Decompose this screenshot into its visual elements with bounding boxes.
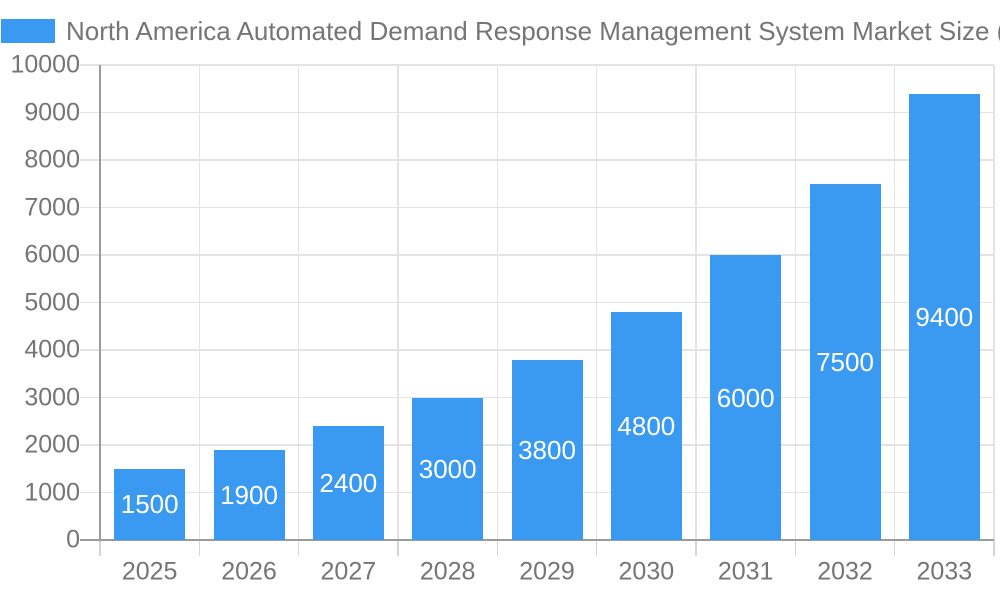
- bar-value-label: 7500: [816, 346, 874, 377]
- gridline-y: [100, 301, 994, 304]
- gridline-x: [297, 65, 300, 540]
- gridline-x: [397, 65, 399, 540]
- gridline-x: [695, 65, 697, 540]
- y-tick: [80, 301, 100, 304]
- y-tick: [80, 539, 100, 541]
- x-tick-label: 2028: [419, 557, 476, 586]
- y-tick-label: 0: [66, 525, 80, 554]
- bar-value-label: 6000: [716, 382, 775, 413]
- y-tick-label: 8000: [24, 145, 80, 174]
- x-tick-label: 2026: [221, 557, 277, 586]
- x-tick: [397, 540, 399, 556]
- bar[interactable]: 6000: [710, 255, 782, 540]
- x-tick: [297, 540, 300, 556]
- bar-value-label: 1900: [220, 479, 278, 510]
- y-tick-label: 4000: [24, 335, 80, 364]
- bar-value-label: 9400: [915, 301, 974, 332]
- gridline-y: [100, 206, 994, 209]
- y-tick: [80, 64, 100, 66]
- y-tick-label: 10000: [10, 50, 80, 79]
- gridline-y: [100, 159, 994, 161]
- bar[interactable]: 9400: [908, 93, 980, 540]
- y-axis-line: [99, 65, 101, 541]
- bar-value-label: 3800: [518, 434, 576, 465]
- x-tick: [794, 540, 797, 556]
- x-tick-label: 2031: [717, 557, 774, 586]
- x-tick-label: 2027: [320, 557, 377, 586]
- x-axis-line: [100, 539, 994, 541]
- gridline-x: [198, 65, 201, 540]
- x-tick-label: 2032: [817, 557, 873, 586]
- gridline-x: [595, 65, 598, 540]
- bar-value-label: 1500: [120, 489, 179, 520]
- y-tick: [80, 206, 100, 209]
- bar[interactable]: 3000: [412, 397, 484, 540]
- y-tick: [80, 159, 100, 161]
- gridline-y: [100, 111, 994, 114]
- x-tick: [595, 540, 598, 556]
- y-tick: [80, 444, 100, 446]
- gridline-x: [993, 65, 995, 540]
- plot-area: 0 1000 2000 3000 4000 5000 6000 7000 8000 9000 100…: [10, 51, 995, 586]
- x-tick: [893, 540, 896, 556]
- y-tick: [80, 396, 100, 399]
- bar-value-label: 4800: [617, 411, 676, 441]
- bar[interactable]: 3800: [511, 359, 583, 540]
- x-tick: [993, 540, 995, 556]
- y-tick-label: 7000: [24, 193, 80, 221]
- y-tick-label: 3000: [24, 383, 80, 411]
- gridline-y: [100, 349, 994, 351]
- y-tick-label: 5000: [24, 288, 80, 316]
- bar-value-label: 3000: [418, 453, 477, 484]
- x-tick-label: 2030: [618, 557, 675, 586]
- y-tick: [80, 111, 100, 114]
- x-tick-label: 2025: [121, 557, 178, 586]
- x-tick-label: 2029: [519, 557, 575, 586]
- x-tick: [695, 540, 697, 556]
- chart-title: North America Automated Demand Response …: [66, 16, 1000, 46]
- y-tick-label: 1000: [24, 478, 80, 506]
- bar[interactable]: 2400: [312, 426, 384, 540]
- x-tick: [198, 540, 201, 556]
- gridline-x: [496, 65, 499, 540]
- gridline-x: [893, 65, 896, 540]
- gridline-x: [794, 65, 797, 540]
- y-tick: [80, 349, 100, 351]
- y-tick: [80, 254, 100, 256]
- bar[interactable]: 7500: [809, 183, 881, 540]
- x-tick: [496, 540, 499, 556]
- gridline-y: [100, 254, 994, 256]
- x-tick: [99, 540, 101, 556]
- gridline-y: [100, 64, 994, 66]
- bar[interactable]: 1500: [114, 468, 186, 540]
- y-tick-label: 6000: [24, 240, 80, 269]
- bar[interactable]: 4800: [610, 312, 682, 540]
- y-tick-label: 2000: [24, 430, 80, 459]
- x-tick-label: 2033: [916, 557, 973, 586]
- y-tick: [80, 491, 100, 494]
- y-tick-label: 9000: [24, 98, 80, 126]
- legend-swatch[interactable]: [1, 19, 55, 43]
- bar[interactable]: 1900: [213, 449, 285, 540]
- bar-value-label: 2400: [319, 468, 378, 498]
